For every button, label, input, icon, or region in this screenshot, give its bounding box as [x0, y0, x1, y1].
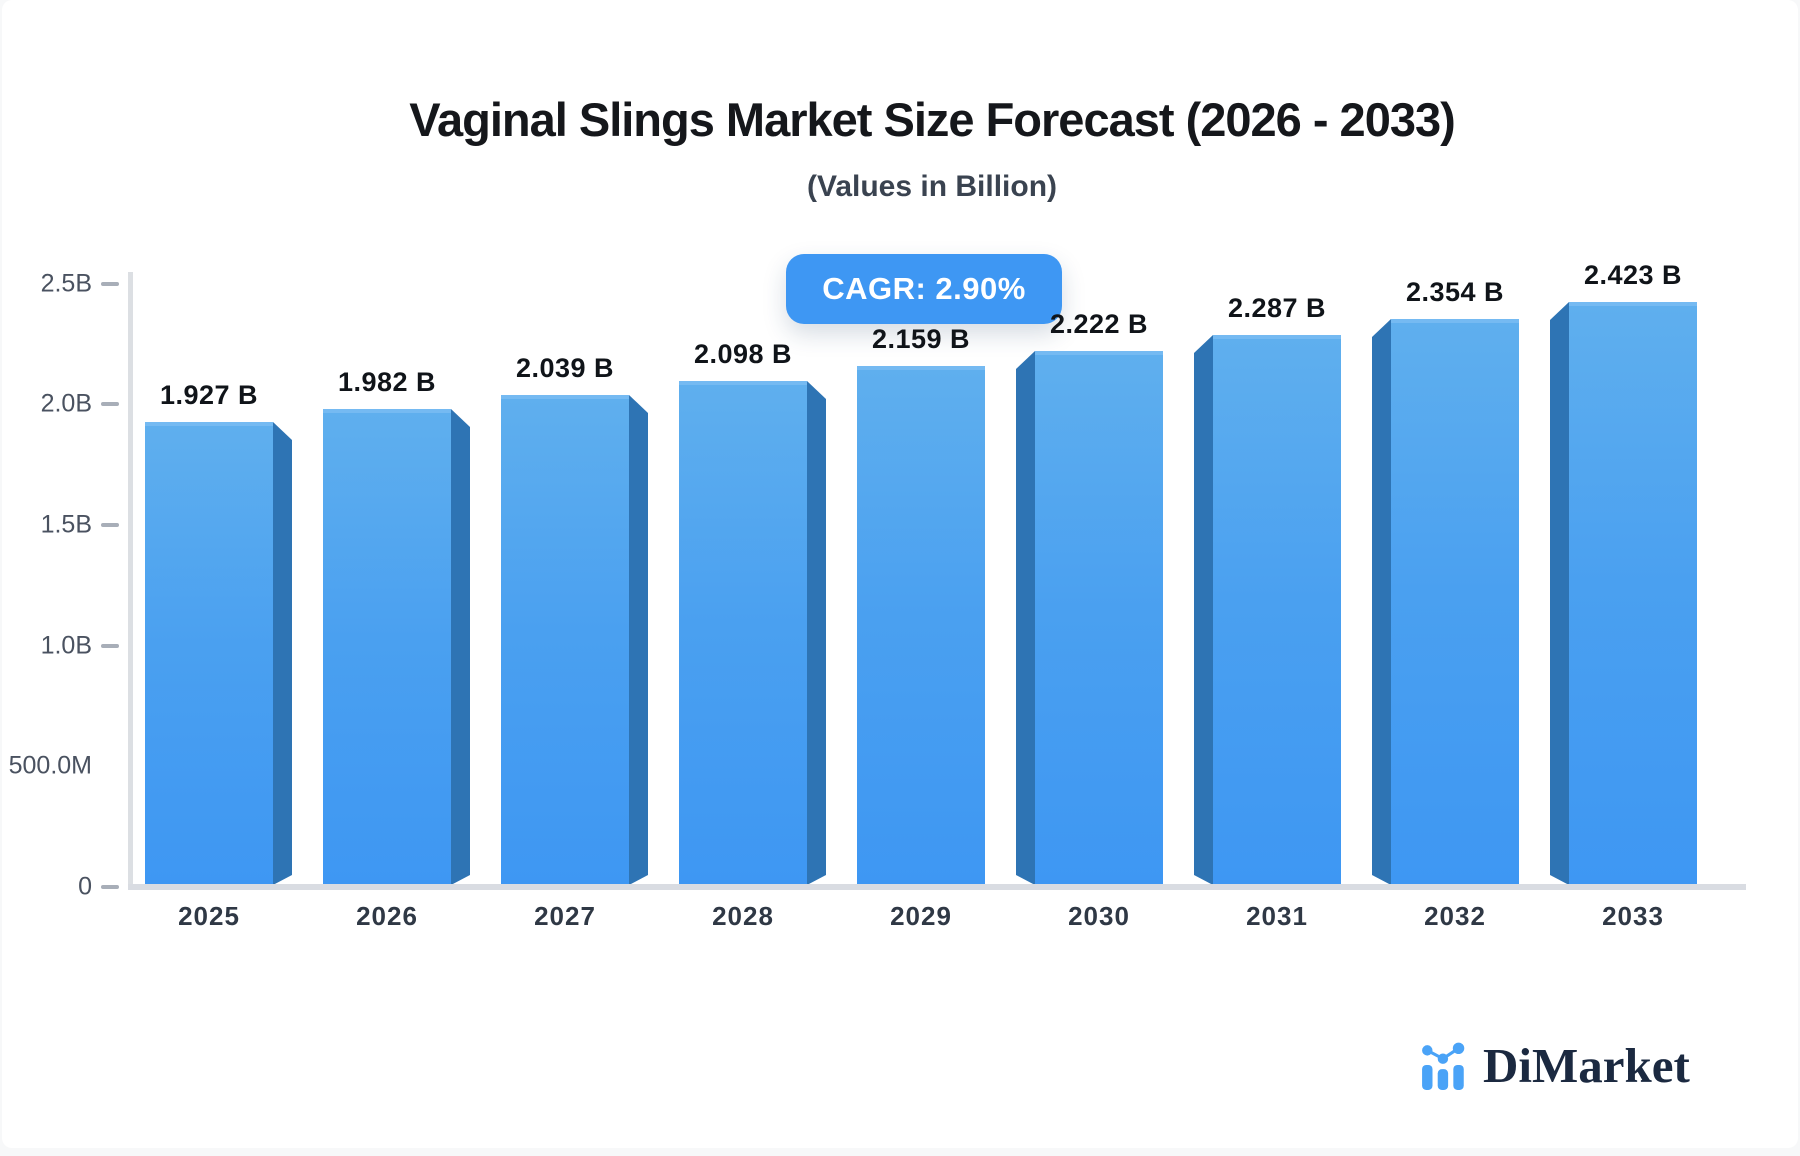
- y-axis-tick: [101, 281, 119, 286]
- bar: [857, 366, 985, 885]
- bar: [145, 422, 273, 885]
- x-axis-label: 2032: [1424, 901, 1486, 931]
- x-axis-label: 2031: [1246, 901, 1308, 931]
- bar-chart-trend-icon: [1422, 1042, 1465, 1090]
- x-axis-label: 2028: [712, 901, 774, 931]
- bar: [1035, 351, 1163, 885]
- cagr-badge: CAGR: 2.90%: [786, 254, 1062, 324]
- y-axis-tick: [101, 643, 119, 648]
- y-axis-tick: [101, 402, 119, 407]
- y-axis-label: 1.5B: [40, 510, 92, 539]
- bar-value-label: 2.423 B: [1583, 260, 1683, 290]
- y-axis-tick: [101, 523, 119, 528]
- bar: [1391, 319, 1519, 885]
- bar: [1213, 335, 1341, 885]
- bar-3d-side: [1372, 319, 1391, 885]
- x-axis-label: 2030: [1068, 901, 1130, 931]
- chart-title: Vaginal Slings Market Size Forecast (202…: [409, 93, 1456, 146]
- bar-value-label: 2.222 B: [1049, 309, 1149, 339]
- bar-value-label: 2.354 B: [1405, 277, 1505, 307]
- bar: [679, 381, 807, 885]
- bar-3d-side: [1194, 335, 1213, 885]
- bar-3d-side: [1550, 302, 1569, 885]
- bar-value-label: 1.982 B: [337, 367, 437, 397]
- x-axis-label: 2027: [534, 901, 596, 931]
- brand-logo: DiMarket: [1420, 1038, 1690, 1094]
- y-axis-label: 1.0B: [40, 631, 92, 660]
- x-axis-label: 2026: [356, 901, 418, 931]
- y-axis-label: 2.0B: [40, 389, 92, 418]
- bar: [1569, 302, 1697, 885]
- x-axis-baseline: [128, 884, 1746, 890]
- y-axis-label: 2.5B: [40, 269, 92, 298]
- bar-3d-side: [273, 422, 292, 885]
- bar-3d-side: [629, 395, 648, 885]
- bar-value-label: 2.287 B: [1227, 293, 1327, 323]
- bar-value-label: 1.927 B: [159, 380, 259, 410]
- bar-3d-side: [1016, 351, 1035, 885]
- x-axis-label: 2029: [890, 901, 952, 931]
- chart-subtitle: (Values in Billion): [806, 170, 1058, 203]
- bar-value-label: 2.098 B: [693, 339, 793, 369]
- bar: [323, 409, 451, 885]
- x-axis-label: 2025: [178, 901, 240, 931]
- bar-value-label: 2.039 B: [515, 353, 615, 383]
- cagr-badge-label: CAGR: 2.90%: [822, 271, 1026, 306]
- x-axis-label: 2033: [1602, 901, 1664, 931]
- y-axis-label: 500.0M: [8, 751, 92, 780]
- brand-name: DiMarket: [1483, 1038, 1690, 1093]
- bar-3d-side: [451, 409, 470, 885]
- y-axis-line: [128, 272, 133, 890]
- bar-value-label: 2.159 B: [871, 324, 971, 354]
- y-axis-label: 0: [78, 872, 92, 901]
- y-axis-tick: [101, 885, 119, 889]
- bar-3d-side: [807, 381, 826, 885]
- bar: [501, 395, 629, 885]
